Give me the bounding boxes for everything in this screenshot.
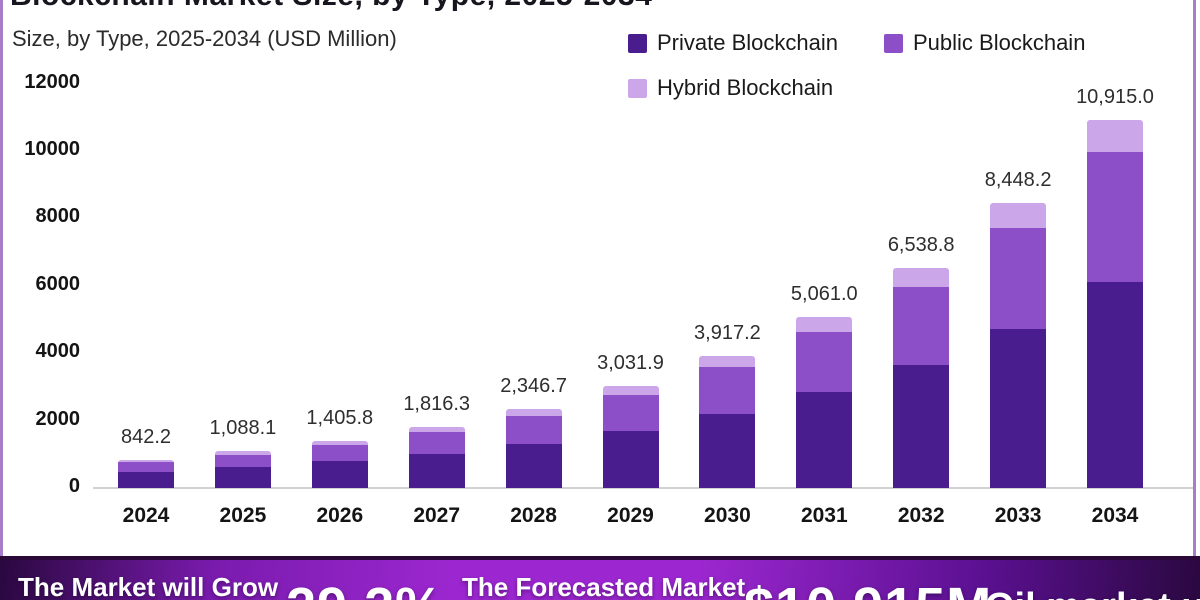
y-axis-tick-label: 0 bbox=[68, 475, 80, 497]
chart-subtitle: Size, by Type, 2025-2034 (USD Million) bbox=[12, 26, 397, 51]
bar-segment-hybrid-blockchain-2028 bbox=[505, 408, 562, 416]
x-axis-year-label-2032: 2032 bbox=[897, 504, 945, 527]
bar-total-label-2024: 842.2 bbox=[120, 425, 172, 448]
bar-total-label-2026: 1,405.8 bbox=[306, 406, 374, 429]
bar-segment-private-blockchain-2024 bbox=[118, 472, 174, 488]
bar-segment-public-blockchain-2030 bbox=[699, 367, 756, 415]
legend-label: Public Blockchain bbox=[913, 30, 1086, 55]
bar-segment-public-blockchain-2026 bbox=[311, 444, 368, 462]
x-axis-line bbox=[93, 487, 1193, 489]
panel-border-left bbox=[0, 0, 3, 556]
y-axis-tick-label: 6000 bbox=[35, 272, 81, 295]
public-blockchain-swatch-icon bbox=[884, 33, 903, 53]
y-axis-tick-label: 8000 bbox=[35, 205, 81, 228]
bar-segment-public-blockchain-2024 bbox=[118, 462, 174, 473]
bar-segment-public-blockchain-2032 bbox=[893, 286, 950, 365]
x-axis-year-label-2027: 2027 bbox=[413, 504, 461, 527]
x-axis-year-label-2029: 2029 bbox=[607, 504, 654, 527]
bar-segment-public-blockchain-2028 bbox=[505, 415, 562, 444]
bar-stack-2027 bbox=[408, 426, 465, 488]
x-axis-year-label-2031: 2031 bbox=[800, 504, 848, 527]
x-axis-year-label-2025: 2025 bbox=[219, 504, 267, 527]
bar-total-label-2030: 3,917.2 bbox=[694, 321, 761, 344]
bar-stack-2031 bbox=[796, 317, 853, 488]
bar-stack-2033 bbox=[990, 203, 1047, 488]
bar-stack-2024 bbox=[118, 459, 174, 488]
bar-segment-hybrid-blockchain-2029 bbox=[602, 385, 659, 395]
bar-segment-hybrid-blockchain-2032 bbox=[893, 267, 950, 287]
x-axis-year-label-2033: 2033 bbox=[994, 504, 1042, 527]
bar-segment-private-blockchain-2033 bbox=[990, 328, 1047, 488]
x-axis-year-label-2030: 2030 bbox=[704, 504, 751, 527]
bar-segment-hybrid-blockchain-2033 bbox=[990, 203, 1047, 228]
x-axis-year-label-2026: 2026 bbox=[316, 504, 364, 527]
bar-total-label-2033: 8,448.2 bbox=[984, 169, 1052, 192]
bar-total-label-2034: 10,915.0 bbox=[1076, 86, 1154, 109]
bar-segment-public-blockchain-2033 bbox=[990, 228, 1047, 329]
bar-stack-2026 bbox=[311, 440, 368, 488]
bar-stack-2032 bbox=[893, 267, 950, 488]
private-blockchain-swatch-icon bbox=[628, 33, 647, 53]
chart-legend: Private Blockchain Public Blockchain Hyb… bbox=[0, 0, 1200, 110]
banner-grow-value: 29.2% bbox=[286, 580, 444, 600]
bar-total-label-2028: 2,346.7 bbox=[500, 374, 567, 397]
y-axis-tick-label: 4000 bbox=[35, 340, 81, 363]
bar-segment-hybrid-blockchain-2024 bbox=[118, 459, 174, 463]
clipped-title: Blockchain Market Size, by Type, 2025-20… bbox=[10, 0, 1110, 13]
bar-segment-private-blockchain-2031 bbox=[796, 392, 853, 488]
banner-forecast-value: $10,915M bbox=[744, 580, 992, 600]
legend-item-hybrid: Hybrid Blockchain bbox=[628, 75, 833, 101]
panel-border-right bbox=[1193, 0, 1196, 556]
banner-grow-text: The Market will Grow bbox=[18, 572, 279, 600]
bottom-banner: The Market will Grow 29.2% The Forecaste… bbox=[0, 556, 1200, 600]
banner-forecast-text: The Forecasted Market bbox=[462, 572, 746, 600]
bar-segment-private-blockchain-2026 bbox=[311, 461, 368, 488]
bar-segment-private-blockchain-2034 bbox=[1087, 281, 1143, 488]
bar-total-label-2031: 5,061.0 bbox=[790, 283, 858, 306]
bar-segment-private-blockchain-2027 bbox=[408, 453, 465, 488]
hybrid-blockchain-swatch-icon bbox=[628, 78, 647, 98]
bar-total-label-2032: 6,538.8 bbox=[887, 233, 955, 256]
legend-label: Hybrid Blockchain bbox=[657, 75, 834, 100]
bar-segment-private-blockchain-2029 bbox=[602, 430, 659, 488]
bar-segment-public-blockchain-2029 bbox=[602, 394, 659, 431]
bar-segment-public-blockchain-2027 bbox=[408, 432, 465, 454]
y-axis-tick-label: 2000 bbox=[35, 407, 81, 430]
bar-total-label-2029: 3,031.9 bbox=[597, 351, 664, 374]
legend-item-public: Public Blockchain bbox=[884, 30, 1085, 56]
bar-segment-private-blockchain-2032 bbox=[893, 364, 950, 488]
x-axis-year-label-2024: 2024 bbox=[122, 504, 170, 527]
bar-stack-2028 bbox=[505, 408, 562, 488]
legend-item-private: Private Blockchain bbox=[628, 30, 838, 56]
bar-segment-private-blockchain-2028 bbox=[505, 443, 562, 488]
x-axis-year-label-2034: 2034 bbox=[1091, 504, 1139, 527]
legend-label: Private Blockchain bbox=[657, 30, 838, 55]
bar-segment-private-blockchain-2030 bbox=[699, 414, 756, 488]
x-axis-year-label-2028: 2028 bbox=[510, 504, 557, 527]
bar-stack-2029 bbox=[602, 385, 659, 488]
bar-segment-hybrid-blockchain-2030 bbox=[699, 355, 756, 368]
bar-segment-public-blockchain-2025 bbox=[214, 454, 271, 468]
bar-stack-2034 bbox=[1087, 120, 1143, 488]
bar-segment-hybrid-blockchain-2026 bbox=[311, 440, 368, 445]
bar-stack-2030 bbox=[699, 355, 756, 488]
bar-segment-hybrid-blockchain-2027 bbox=[408, 426, 465, 433]
banner-right-text: Oil market us bbox=[985, 588, 1200, 600]
bar-segment-hybrid-blockchain-2034 bbox=[1087, 120, 1143, 153]
bar-segment-public-blockchain-2034 bbox=[1087, 152, 1143, 282]
bar-segment-hybrid-blockchain-2025 bbox=[214, 451, 271, 455]
bar-segment-private-blockchain-2025 bbox=[214, 467, 271, 488]
bar-stack-2025 bbox=[214, 451, 271, 488]
bar-total-label-2027: 1,816.3 bbox=[403, 392, 471, 415]
y-axis-tick-label: 10000 bbox=[24, 137, 80, 160]
bar-total-label-2025: 1,088.1 bbox=[209, 417, 277, 440]
y-axis-tick-label: 12000 bbox=[24, 70, 80, 93]
bar-segment-hybrid-blockchain-2031 bbox=[796, 317, 853, 333]
bar-segment-public-blockchain-2031 bbox=[796, 332, 853, 393]
